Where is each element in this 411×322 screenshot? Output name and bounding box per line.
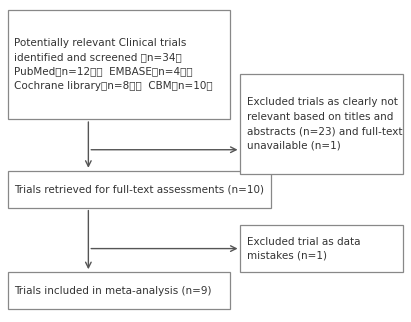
- Text: Excluded trial as data
mistakes (n=1): Excluded trial as data mistakes (n=1): [247, 237, 360, 261]
- Text: Excluded trials as clearly not
relevant based on titles and
abstracts (n=23) and: Excluded trials as clearly not relevant …: [247, 97, 402, 151]
- Text: Trials included in meta-analysis (n=9): Trials included in meta-analysis (n=9): [14, 286, 212, 296]
- FancyBboxPatch shape: [8, 10, 230, 119]
- FancyBboxPatch shape: [240, 74, 403, 174]
- FancyBboxPatch shape: [240, 225, 403, 272]
- FancyBboxPatch shape: [8, 171, 271, 208]
- Text: Potentially relevant Clinical trials
identified and screened （n=34）
PubMed（n=12）: Potentially relevant Clinical trials ide…: [14, 38, 213, 91]
- Text: Trials retrieved for full-text assessments (n=10): Trials retrieved for full-text assessmen…: [14, 184, 264, 194]
- FancyBboxPatch shape: [8, 272, 230, 309]
